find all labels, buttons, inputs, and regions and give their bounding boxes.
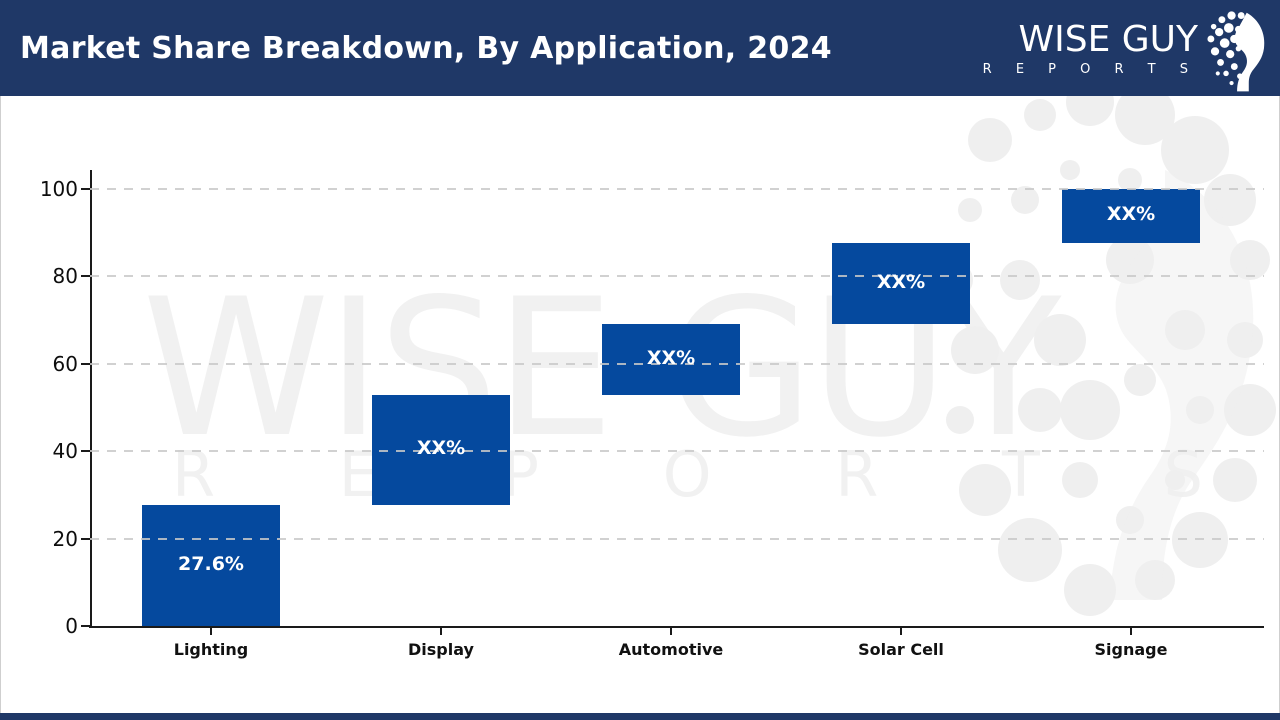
page-title: Market Share Breakdown, By Application, … (20, 30, 832, 66)
x-tick-0 (210, 628, 212, 635)
gridline-40 (90, 450, 1264, 453)
y-tick-label-20: 20 (52, 526, 78, 551)
x-category-label: Solar Cell (858, 640, 944, 659)
watermark-head-graphic (937, 80, 1276, 616)
y-tick-label-60: 60 (52, 351, 78, 376)
x-tick-1 (440, 628, 442, 635)
y-tick-20 (81, 537, 90, 540)
bar-automotive (602, 324, 740, 395)
y-tick-0 (81, 625, 90, 627)
bar-value-label: XX% (876, 270, 926, 293)
brand-logo-name: WISE GUY (1018, 19, 1199, 60)
bar-signage (1062, 189, 1200, 243)
gridline-20 (90, 537, 1264, 540)
x-category-label: Automotive (618, 640, 724, 659)
y-tick-label-0: 0 (65, 614, 78, 638)
y-axis-line (90, 170, 92, 628)
y-tick-label-100: 100 (39, 177, 78, 201)
x-tick-2 (670, 628, 672, 635)
bar-value-label: XX% (1106, 202, 1156, 225)
bar-value-label: XX% (646, 346, 696, 369)
bar-value-label: 27.6% (178, 552, 244, 575)
x-axis-line (89, 626, 1264, 628)
y-tick-100 (81, 188, 90, 190)
y-tick-label-80: 80 (52, 264, 78, 289)
bar-lighting (142, 505, 280, 626)
gridline-100 (90, 188, 1264, 190)
x-category-label: Display (408, 640, 474, 659)
y-tick-label-40: 40 (52, 439, 78, 464)
brand-logo-subtitle: R E P O R T S (982, 62, 1198, 77)
header-bar: Market Share Breakdown, By Application, … (0, 0, 1280, 96)
x-tick-3 (900, 628, 902, 635)
x-tick-4 (1130, 628, 1132, 635)
gridline-80 (90, 275, 1264, 278)
brand-logo: WISE GUY R E P O R T S (983, 6, 1266, 92)
brand-logo-face-icon (1207, 11, 1265, 92)
bar-solar-cell (832, 242, 970, 325)
bar-value-label: XX% (416, 437, 466, 460)
y-tick-40 (81, 450, 90, 453)
y-tick-80 (81, 275, 90, 278)
x-category-label: Lighting (173, 640, 249, 659)
watermark-text-reports: R E P O R T S (172, 438, 1255, 511)
gridline-60 (90, 362, 1264, 365)
bar-display (372, 394, 510, 506)
y-tick-60 (81, 362, 90, 365)
footer-bar (0, 713, 1280, 720)
x-category-label: Signage (1094, 640, 1168, 659)
